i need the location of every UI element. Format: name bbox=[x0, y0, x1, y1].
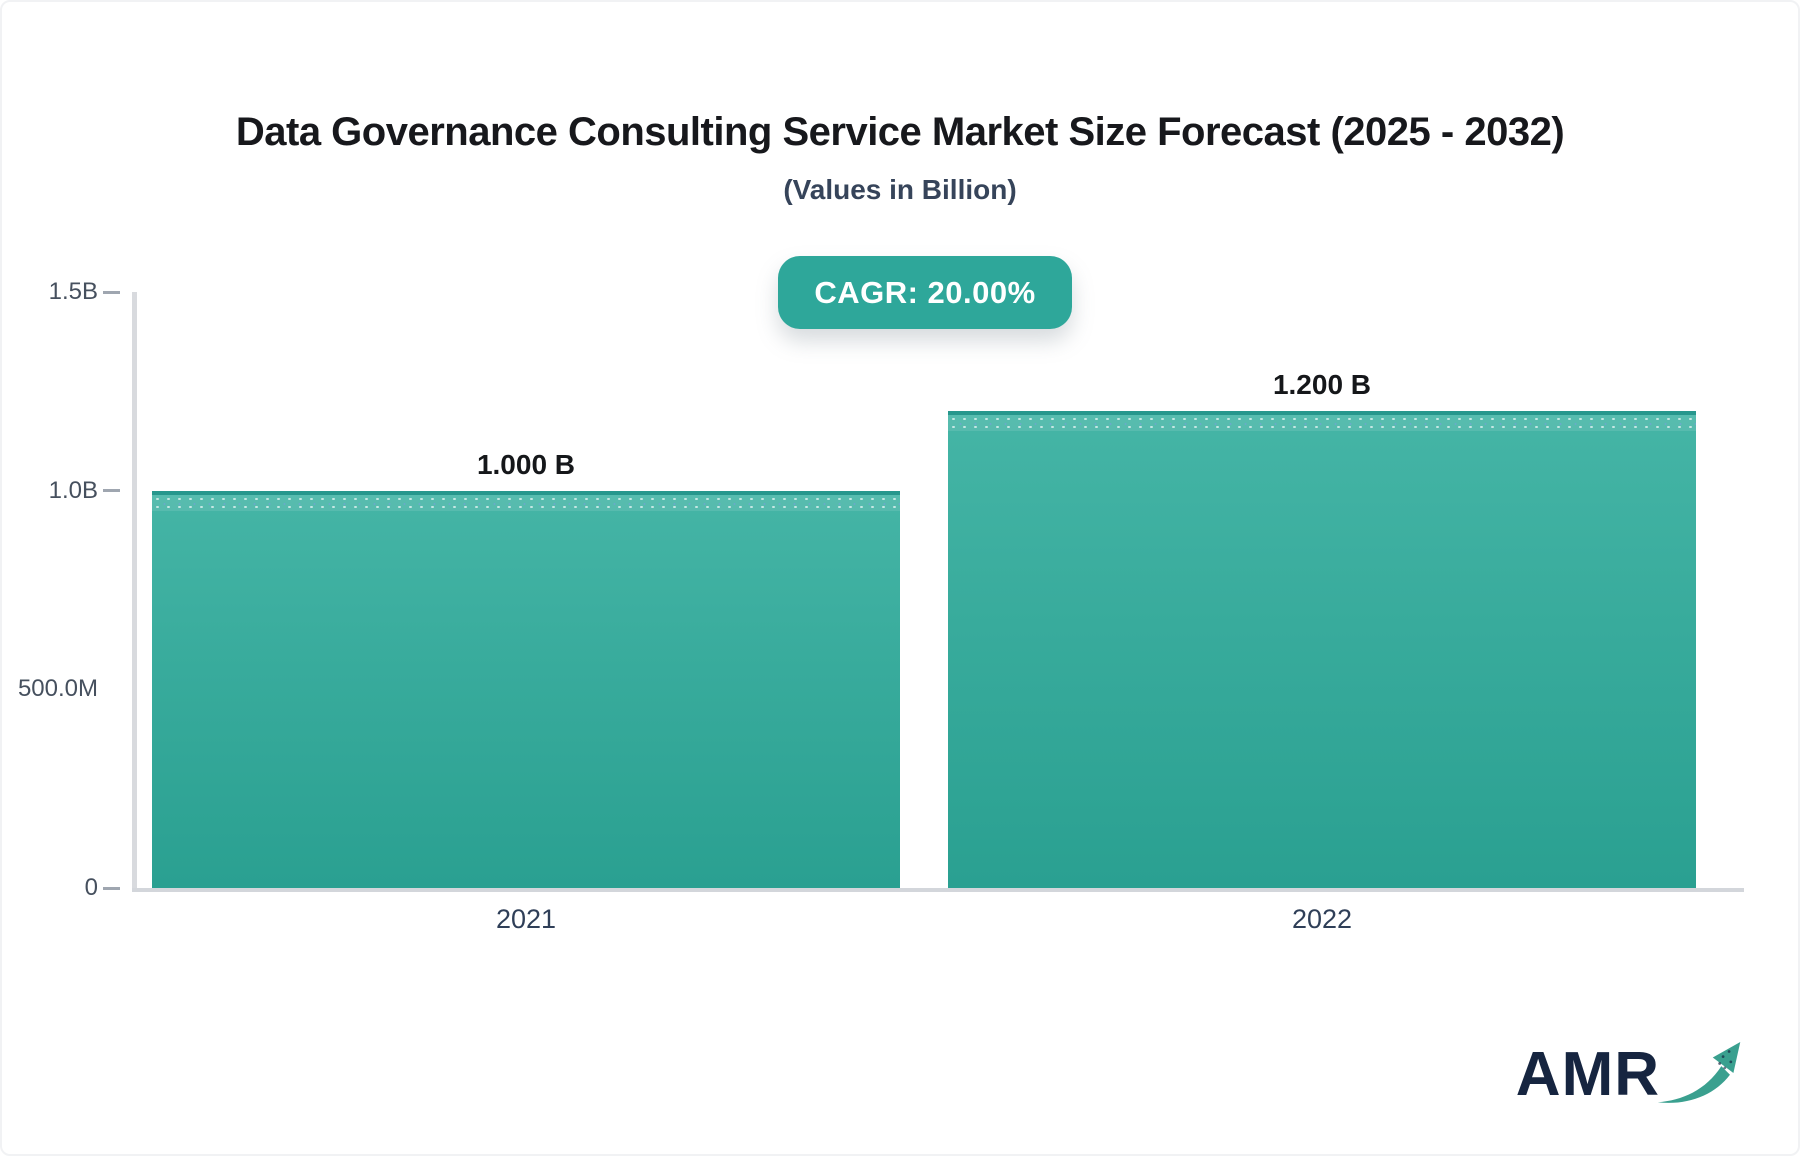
chart-subtitle: (Values in Billion) bbox=[783, 174, 1017, 205]
y-axis-line bbox=[132, 292, 137, 892]
cagr-badge: CAGR: 20.00% bbox=[778, 256, 1072, 329]
bar-2021[interactable] bbox=[152, 490, 900, 888]
y-tick-label: 1.0B bbox=[48, 476, 98, 504]
y-tick-dash bbox=[103, 489, 120, 493]
y-tick-label: 0 bbox=[84, 874, 98, 901]
bar-value-label: 1.000 B bbox=[476, 448, 576, 480]
amr-logo: AMR bbox=[1515, 1040, 1742, 1109]
bar-value-label: 1.200 B bbox=[1272, 369, 1372, 401]
bar-2022[interactable] bbox=[948, 411, 1696, 888]
y-tick-label: 1.5B bbox=[48, 278, 98, 305]
y-tick-label: 500.0M bbox=[17, 675, 98, 703]
growth-arrow-icon bbox=[1657, 1042, 1741, 1103]
x-axis-label: 2022 bbox=[1291, 904, 1353, 934]
x-axis-label: 2021 bbox=[495, 904, 557, 934]
y-tick-dash bbox=[103, 886, 120, 890]
y-tick-dash bbox=[103, 290, 120, 294]
cagr-badge-label: CAGR: 20.00% bbox=[814, 274, 1036, 310]
amr-logo-text: AMR bbox=[1515, 1040, 1660, 1109]
chart-title: Data Governance Consulting Service Marke… bbox=[235, 110, 1565, 154]
x-axis-line bbox=[132, 888, 1744, 892]
